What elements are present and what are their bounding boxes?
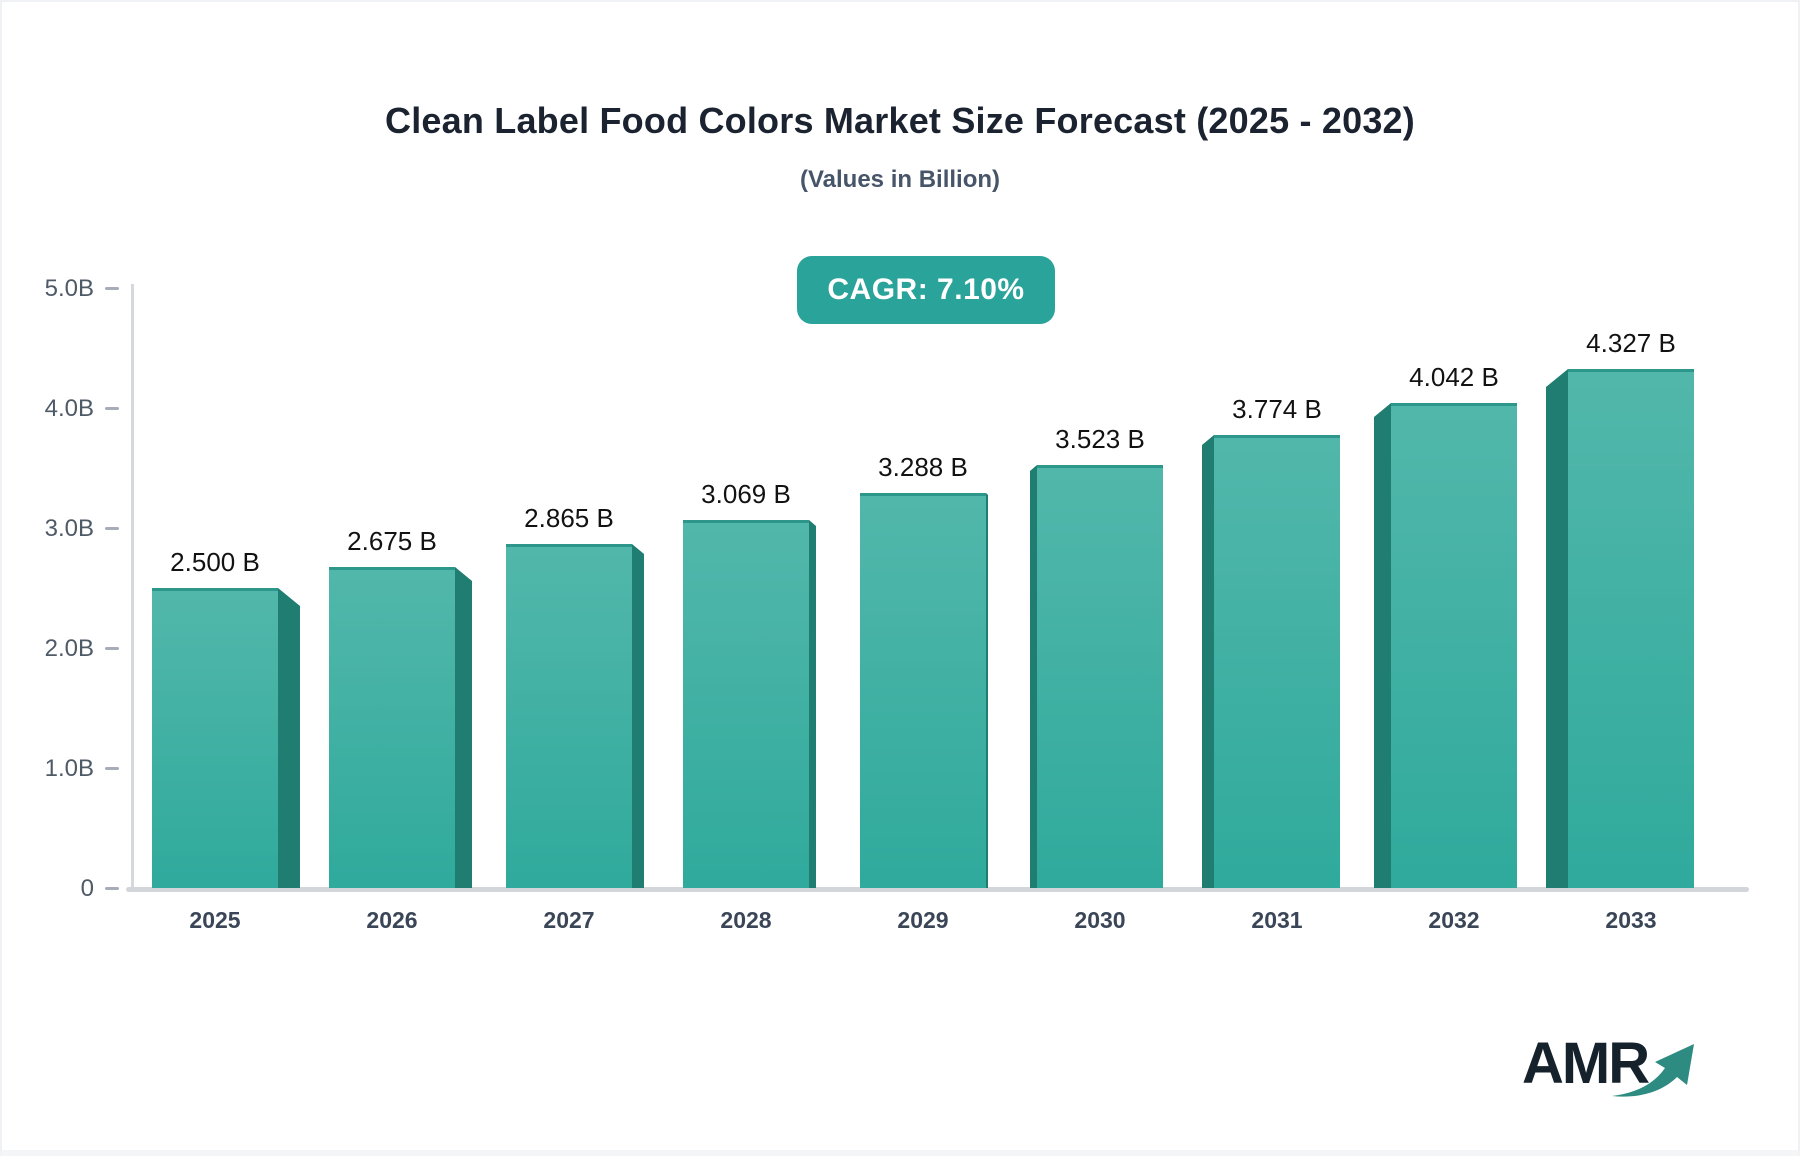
bar-value-label: 3.523 B: [1055, 424, 1145, 454]
x-category-label: 2031: [1251, 907, 1303, 933]
logo-growth-arrow-icon: [1612, 1044, 1694, 1097]
cagr-badge: CAGR: 7.10%: [797, 256, 1055, 324]
y-tick-label: 1.0B: [44, 755, 94, 782]
y-axis-line: [131, 284, 134, 888]
bar-value-label: 3.774 B: [1232, 394, 1322, 424]
bar-side-face[interactable]: [1202, 435, 1214, 888]
x-category-label: 2025: [189, 907, 241, 933]
bar-side-face[interactable]: [1374, 403, 1391, 888]
bar-2032[interactable]: [1391, 403, 1517, 888]
x-axis-baseline: [126, 887, 1749, 892]
y-tick-label: 5.0B: [44, 275, 94, 302]
bar-side-face[interactable]: [455, 567, 472, 888]
bar-side-face[interactable]: [1546, 369, 1568, 888]
bar-value-label: 2.500 B: [170, 547, 260, 577]
bar-2026[interactable]: [329, 567, 455, 888]
chart-subtitle: (Values in Billion): [799, 166, 1001, 193]
y-tick: [105, 407, 119, 410]
bar-value-label: 3.288 B: [878, 452, 968, 482]
x-category-label: 2032: [1428, 907, 1480, 933]
bar-side-face[interactable]: [1030, 465, 1037, 888]
y-tick: [105, 887, 119, 890]
bar-side-face[interactable]: [986, 493, 988, 888]
bar-value-label: 4.327 B: [1586, 328, 1676, 358]
bar-side-face[interactable]: [632, 544, 644, 888]
bar-2033[interactable]: [1568, 369, 1694, 888]
y-tick: [105, 647, 119, 650]
bar-value-label: 2.865 B: [524, 503, 614, 533]
bar-value-label: 2.675 B: [347, 526, 437, 556]
x-category-label: 2033: [1605, 907, 1657, 933]
chart-title: Clean Label Food Colors Market Size Fore…: [385, 100, 1415, 141]
bar-value-label: 3.069 B: [701, 479, 791, 509]
x-category-label: 2030: [1074, 907, 1126, 933]
bar-2029[interactable]: [860, 493, 986, 888]
y-tick: [105, 287, 119, 290]
bar-2027[interactable]: [506, 544, 632, 888]
y-tick-label: 0: [80, 875, 94, 902]
y-tick-label: 4.0B: [44, 395, 94, 422]
y-tick-label: 2.0B: [44, 635, 94, 662]
amr-logo: AMR: [1522, 1030, 1722, 1120]
y-tick: [105, 527, 119, 530]
x-category-label: 2026: [366, 907, 418, 933]
amr-logo-text: AMR: [1522, 1031, 1650, 1096]
y-tick: [105, 767, 119, 770]
bar-2025[interactable]: [152, 588, 278, 888]
bar-side-face[interactable]: [809, 520, 816, 888]
x-category-label: 2029: [897, 907, 949, 933]
bar-2031[interactable]: [1214, 435, 1340, 888]
cagr-badge-label: CAGR: 7.10%: [827, 273, 1025, 306]
bar-2030[interactable]: [1037, 465, 1163, 888]
x-category-label: 2027: [543, 907, 595, 933]
bar-value-label: 4.042 B: [1409, 362, 1499, 392]
bar-2028[interactable]: [683, 520, 809, 888]
x-category-label: 2028: [720, 907, 772, 933]
bar-side-face[interactable]: [278, 588, 300, 888]
y-tick-label: 3.0B: [44, 515, 94, 542]
